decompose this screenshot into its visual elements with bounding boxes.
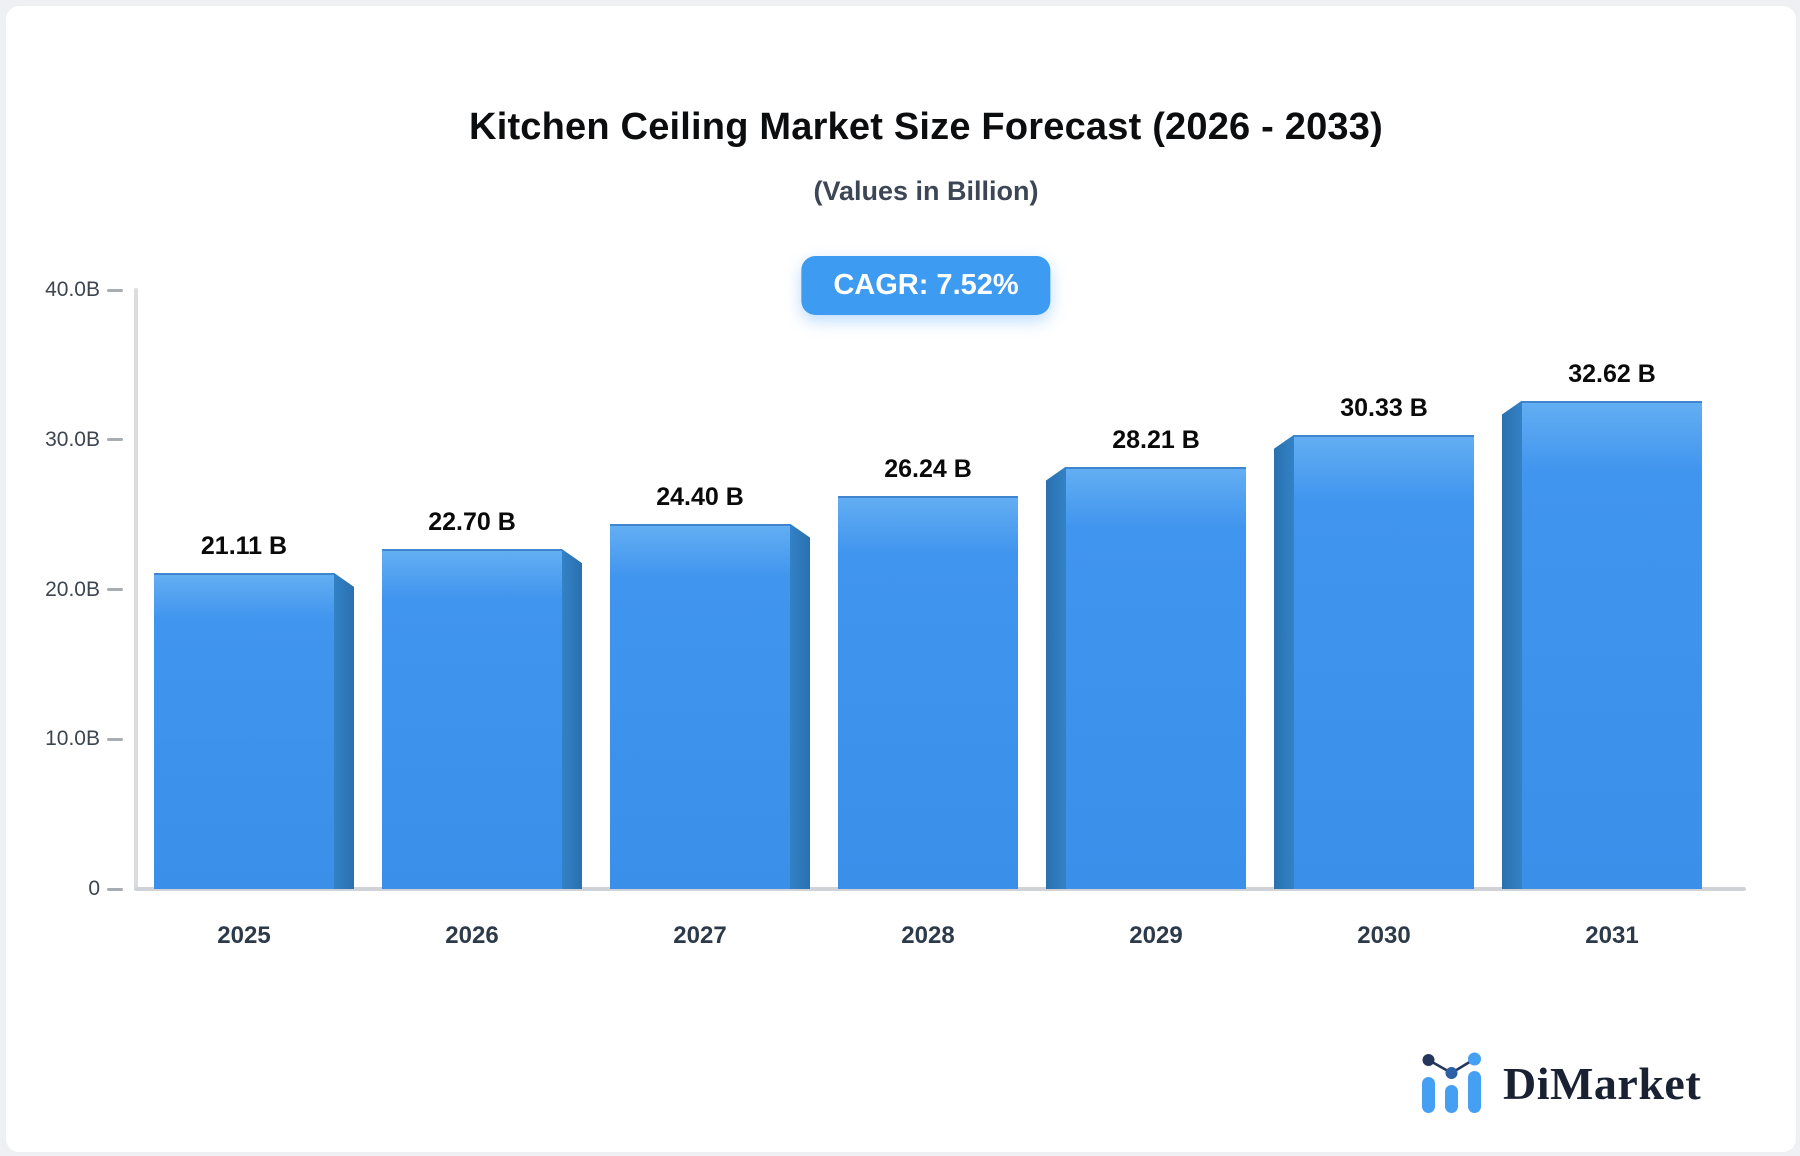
x-axis-label: 2030 <box>1357 922 1411 949</box>
chart-subtitle: (Values in Billion) <box>813 176 1039 206</box>
y-axis-tick-label: 20.0B <box>45 577 100 601</box>
bar-value-label: 22.70 B <box>428 508 516 537</box>
bar-value-label: 30.33 B <box>1340 393 1428 422</box>
x-axis-label: 2027 <box>673 922 727 949</box>
bar <box>1066 466 1246 889</box>
bar <box>1522 400 1702 889</box>
bar-value-label: 21.11 B <box>200 531 288 560</box>
x-axis-baseline <box>134 887 1746 891</box>
y-axis-tick-label: 0 <box>88 877 100 900</box>
y-axis-tick-mark <box>107 887 123 891</box>
bar-value-label: 28.21 B <box>1112 425 1200 454</box>
y-axis-tick-label: 40.0B <box>45 278 100 301</box>
bar-value-label: 32.62 B <box>1568 359 1656 388</box>
bar-side-face <box>1046 466 1066 889</box>
y-axis-line <box>134 288 138 889</box>
x-axis-label: 2031 <box>1585 922 1639 949</box>
y-axis-tick-mark <box>107 288 123 292</box>
bar <box>154 572 334 889</box>
y-axis-tick-label: 30.0B <box>45 427 100 451</box>
y-axis-tick-mark <box>107 737 123 741</box>
chart-card: Kitchen Ceiling Market Size Forecast (20… <box>5 5 1797 1153</box>
brand-logo: DiMarket <box>1421 1046 1701 1120</box>
x-axis-label: 2025 <box>217 922 271 949</box>
bar-side-face <box>1502 400 1522 889</box>
bar-value-label: 26.24 B <box>884 455 972 484</box>
cagr-badge: CAGR: 7.52% <box>801 256 1051 315</box>
x-axis-label: 2028 <box>901 922 955 949</box>
bar <box>838 496 1018 889</box>
bar-chart-logo-icon <box>1422 1052 1481 1113</box>
bar-side-face <box>1274 434 1294 889</box>
bar-side-face <box>334 572 354 889</box>
bar-side-face <box>790 523 810 889</box>
y-axis-tick-label: 10.0B <box>45 727 100 751</box>
brand-name: DiMarket <box>1503 1057 1702 1109</box>
x-axis-label: 2029 <box>1129 922 1183 949</box>
bar <box>610 523 790 889</box>
bar-value-label: 24.40 B <box>656 482 744 511</box>
x-axis-label: 2026 <box>445 922 499 949</box>
chart-canvas: Kitchen Ceiling Market Size Forecast (20… <box>6 6 1796 1152</box>
bar <box>1294 434 1474 889</box>
y-axis-tick-mark <box>107 588 123 591</box>
bar <box>382 549 562 889</box>
bar-side-face <box>562 549 582 889</box>
chart-title: Kitchen Ceiling Market Size Forecast (20… <box>469 106 1383 148</box>
y-axis-tick-mark <box>107 438 123 442</box>
